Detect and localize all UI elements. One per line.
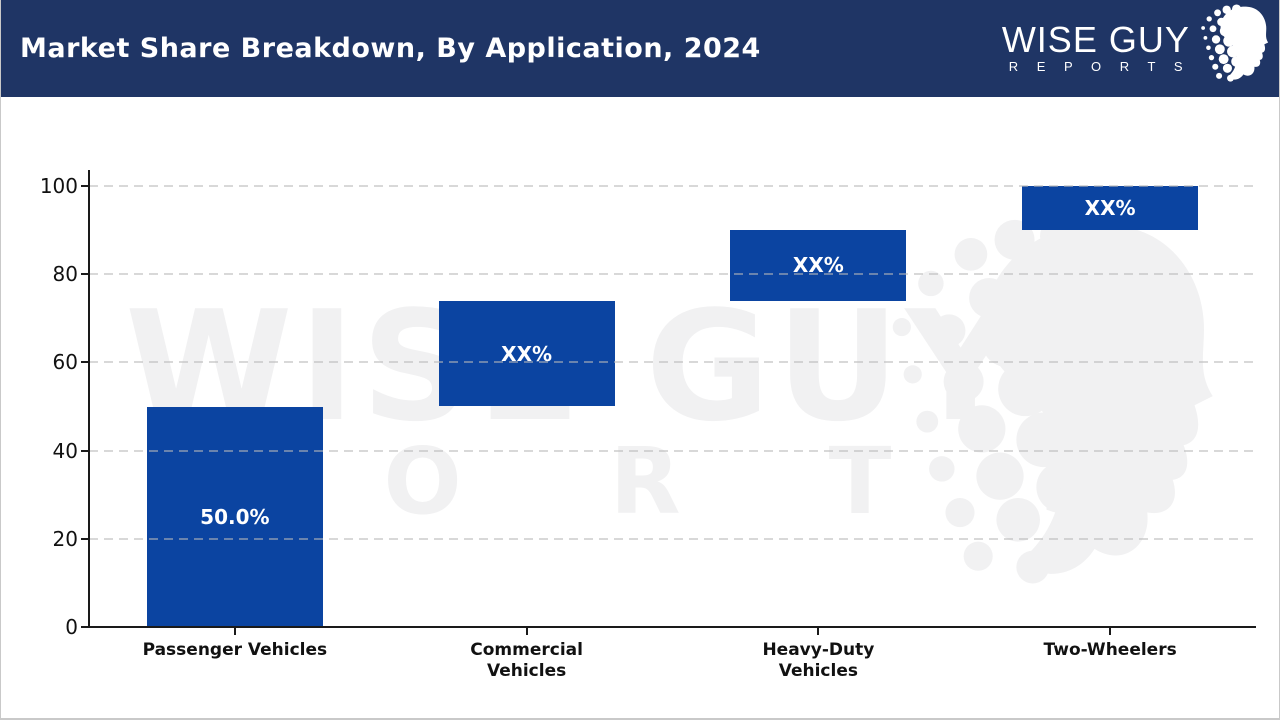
y-tick-label-60: 60 bbox=[52, 350, 78, 375]
bar-heavy-duty-vehicles: XX% bbox=[730, 230, 907, 301]
y-tick-100 bbox=[81, 185, 88, 187]
wise-guy-logo: WISE GUY R E P O R T S bbox=[1002, 4, 1270, 90]
y-tick-40 bbox=[81, 449, 88, 452]
gridline-20 bbox=[89, 537, 1256, 540]
bar-passenger-vehicles: 50.0% bbox=[146, 406, 323, 627]
gridline-80 bbox=[89, 273, 1256, 276]
bar-commercial-vehicles: XX% bbox=[438, 300, 615, 407]
y-tick-20 bbox=[81, 537, 88, 540]
page-title: Market Share Breakdown, By Application, … bbox=[20, 33, 761, 64]
x-label-two-wheelers: Two-Wheelers bbox=[1043, 640, 1177, 660]
x-tick-passenger-vehicles bbox=[233, 627, 236, 635]
y-axis-line bbox=[88, 170, 90, 628]
watermark-head-icon bbox=[892, 218, 1213, 584]
y-tick-80 bbox=[81, 273, 88, 276]
y-tick-label-80: 80 bbox=[52, 262, 78, 287]
gridline-40 bbox=[89, 449, 1256, 452]
x-axis-line bbox=[88, 626, 1256, 628]
x-tick-two-wheelers bbox=[1109, 627, 1112, 635]
x-label-passenger-vehicles: Passenger Vehicles bbox=[142, 640, 328, 660]
y-tick-label-0: 0 bbox=[65, 615, 78, 639]
x-label-heavy-duty-vehicles: Heavy-Duty Vehicles bbox=[762, 640, 875, 681]
logo-wordmark: WISE GUY bbox=[1001, 18, 1190, 60]
header-bar: Market Share Breakdown, By Application, … bbox=[0, 0, 1280, 97]
logo-text: WISE GUY R E P O R T S bbox=[1001, 18, 1190, 74]
x-tick-commercial-vehicles bbox=[525, 627, 528, 635]
y-tick-0 bbox=[81, 626, 88, 628]
bar-value-label-passenger-vehicles: 50.0% bbox=[200, 504, 270, 529]
x-tick-heavy-duty-vehicles bbox=[817, 627, 820, 635]
y-tick-60 bbox=[81, 361, 88, 364]
logo-head-icon bbox=[1201, 4, 1269, 82]
gridline-100 bbox=[89, 185, 1256, 187]
logo-subtitle: R E P O R T S bbox=[1008, 58, 1190, 74]
y-tick-label-20: 20 bbox=[52, 526, 78, 551]
y-tick-label-40: 40 bbox=[52, 438, 78, 463]
gridline-60 bbox=[89, 361, 1256, 364]
bar-value-label-two-wheelers: XX% bbox=[1084, 196, 1136, 221]
y-tick-label-100: 100 bbox=[39, 174, 78, 198]
x-label-commercial-vehicles: Commercial Vehicles bbox=[470, 640, 583, 681]
bar-two-wheelers: XX% bbox=[1022, 186, 1199, 231]
